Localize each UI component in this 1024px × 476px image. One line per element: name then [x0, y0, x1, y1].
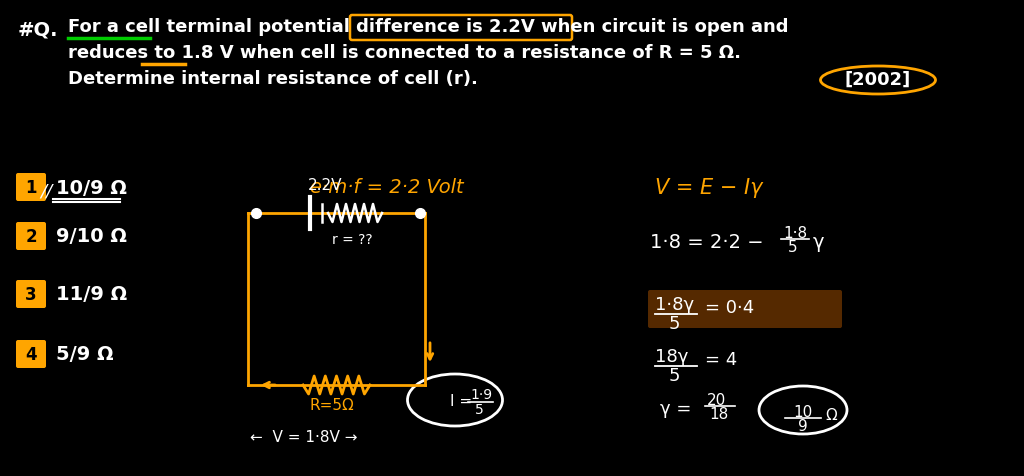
FancyBboxPatch shape [16, 173, 46, 201]
Text: Ω: Ω [825, 408, 837, 423]
Text: 11/9 Ω: 11/9 Ω [56, 286, 127, 305]
FancyBboxPatch shape [16, 222, 46, 250]
Text: [2002]: [2002] [845, 71, 911, 89]
Text: r = ??: r = ?? [332, 233, 373, 247]
FancyBboxPatch shape [648, 290, 842, 328]
Text: V = E − Iγ: V = E − Iγ [655, 178, 763, 198]
Text: 1·9: 1·9 [470, 388, 493, 402]
Text: Determine internal resistance of cell (r).: Determine internal resistance of cell (r… [68, 70, 478, 88]
Text: 5: 5 [475, 403, 483, 417]
Text: 9: 9 [798, 419, 808, 434]
Text: For a cell terminal potential difference is 2.2V when circuit is open and: For a cell terminal potential difference… [68, 18, 788, 36]
Text: 20: 20 [707, 393, 726, 408]
Text: 9/10 Ω: 9/10 Ω [56, 228, 127, 247]
FancyBboxPatch shape [16, 280, 46, 308]
Text: = 0·4: = 0·4 [705, 299, 755, 317]
FancyBboxPatch shape [16, 340, 46, 368]
Text: 2.2V: 2.2V [308, 178, 342, 193]
Text: //: // [40, 183, 52, 201]
Text: γ: γ [813, 233, 824, 252]
Text: 5/9 Ω: 5/9 Ω [56, 346, 114, 365]
Text: R=5Ω: R=5Ω [309, 398, 354, 413]
Text: 1·8γ: 1·8γ [655, 296, 694, 314]
Text: 18γ: 18γ [655, 348, 688, 366]
Text: 3: 3 [26, 286, 37, 304]
Text: γ =: γ = [660, 400, 697, 418]
Text: #Q.: #Q. [18, 20, 58, 39]
Text: 4: 4 [26, 346, 37, 364]
Text: 1: 1 [26, 179, 37, 197]
Text: I =: I = [450, 394, 472, 409]
Text: 18: 18 [709, 407, 728, 422]
Text: = 4: = 4 [705, 351, 737, 369]
Text: 1·8: 1·8 [783, 226, 807, 241]
Text: 5: 5 [669, 315, 681, 333]
Text: 10/9 Ω: 10/9 Ω [56, 178, 127, 198]
Text: reduces to 1.8 V when cell is connected to a resistance of R = 5 Ω.: reduces to 1.8 V when cell is connected … [68, 44, 741, 62]
Text: 5: 5 [669, 367, 681, 385]
Text: 5: 5 [788, 240, 798, 255]
Text: 1·8 = 2·2 −: 1·8 = 2·2 − [650, 233, 770, 252]
Text: ←  V = 1·8V →: ← V = 1·8V → [250, 430, 357, 445]
Text: 10: 10 [794, 405, 813, 420]
Text: e·m·f = 2·2 Volt: e·m·f = 2·2 Volt [310, 178, 464, 197]
Text: 2: 2 [26, 228, 37, 246]
